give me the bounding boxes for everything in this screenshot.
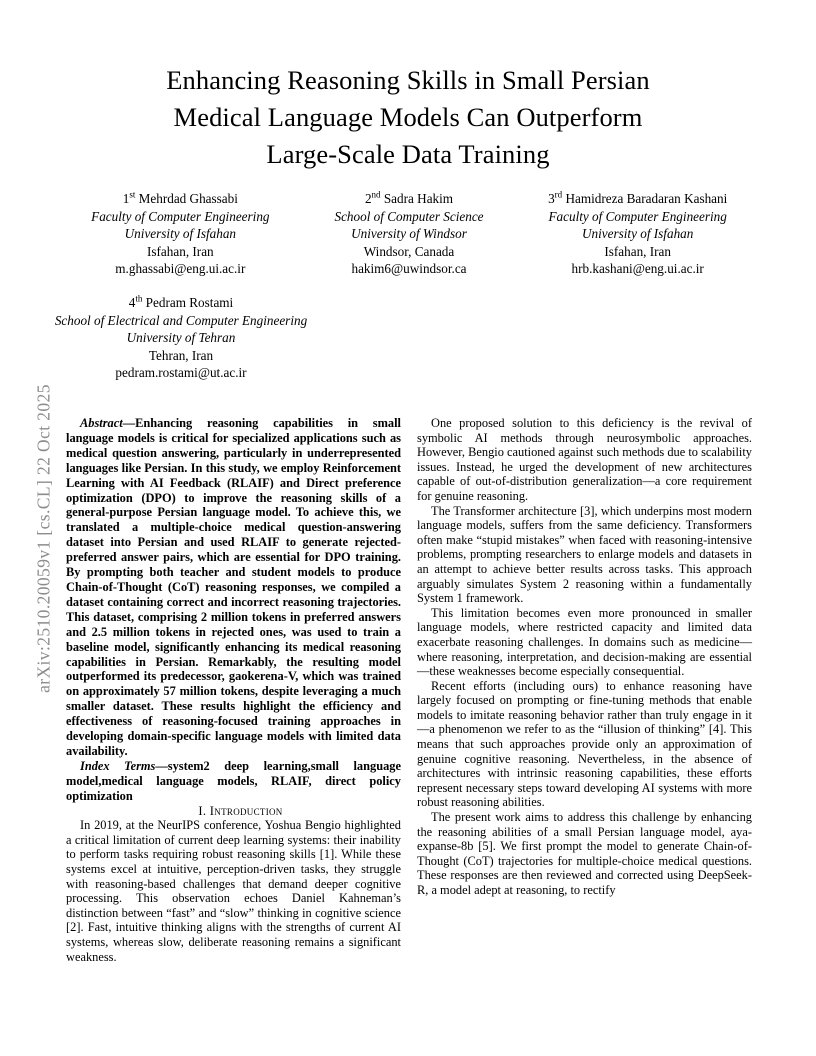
author-email-2: hakim6@uwindsor.ca [351, 261, 467, 276]
author-fullname-1: Mehrdad Ghassabi [138, 191, 238, 206]
author-location-1: Isfahan, Iran [147, 243, 214, 259]
author-dept-1: Faculty of Computer Engineering [91, 208, 270, 224]
author-block-4: 4th Pedram Rostami School of Electrical … [50, 294, 312, 382]
author-list-row-2: 4th Pedram Rostami School of Electrical … [55, 294, 307, 382]
author-name-3: 3rd Hamidreza Baradaran Kashani [523, 190, 752, 208]
body-paragraph: The Transformer architecture [3], which … [417, 503, 752, 606]
index-terms-body: system2 deep learning,small language mod… [66, 758, 401, 803]
body-paragraph: The present work aims to address this ch… [417, 810, 752, 897]
column-right: One proposed solution to this deficiency… [417, 416, 752, 898]
author-email-4: pedram.rostami@ut.ac.ir [115, 365, 247, 380]
author-ordinal-suffix-1: st [129, 189, 136, 200]
author-ordinal-2: 2 [364, 191, 372, 206]
author-univ-1: University of Isfahan [124, 226, 237, 241]
author-univ-3: University of Isfahan [582, 226, 694, 241]
body-paragraph: One proposed solution to this deficiency… [417, 416, 753, 503]
author-name-4: 4th Pedram Rostami [50, 294, 312, 312]
body-paragraph: This limitation becomes even more pronou… [417, 605, 752, 679]
author-univ-2: University of Windsor [351, 226, 467, 241]
author-location-3: Isfahan, Iran [604, 243, 671, 259]
author-name-1: 1st Mehrdad Ghassabi [66, 190, 295, 208]
author-univ-4: University of Tehran [126, 330, 236, 345]
author-fullname-4: Pedram Rostami [145, 295, 234, 310]
author-dept-4: School of Electrical and Computer Engine… [54, 312, 308, 328]
index-terms-dash: — [155, 758, 168, 773]
author-ordinal-suffix-3: rd [554, 189, 563, 200]
author-location-2: Windsor, Canada [363, 243, 455, 259]
author-block-1: 1st Mehrdad Ghassabi Faculty of Computer… [66, 190, 295, 278]
author-ordinal-suffix-4: th [135, 293, 143, 304]
author-ordinal-suffix-2: nd [371, 189, 381, 200]
author-email-1: m.ghassabi@eng.ui.ac.ir [115, 261, 246, 276]
author-email-3: hrb.kashani@eng.ui.ac.ir [571, 261, 704, 276]
author-name-2: 2nd Sadra Hakim [295, 190, 524, 208]
author-fullname-2: Sadra Hakim [383, 191, 454, 206]
abstract-label: Abstract [80, 416, 123, 430]
index-terms-paragraph: Index Terms—system2 deep learning,small … [66, 759, 401, 804]
column-left: Abstract—Enhancing reasoning capabilitie… [66, 416, 401, 964]
abstract-dash: — [122, 416, 136, 430]
author-block-2: 2nd Sadra Hakim School of Computer Scien… [295, 190, 524, 278]
title-line-2: Medical Language Models Can Outperform [173, 102, 643, 132]
title-line-1: Enhancing Reasoning Skills in Small Pers… [166, 65, 650, 95]
index-terms-label: Index Terms [80, 758, 156, 773]
author-ordinal-4: 4 [128, 295, 136, 310]
author-dept-3: Faculty of Computer Engineering [548, 208, 727, 224]
body-paragraph: Recent efforts (including ours) to enhan… [417, 678, 752, 810]
author-location-4: Tehran, Iran [148, 347, 214, 363]
author-ordinal-3: 3 [548, 191, 555, 206]
author-dept-2: School of Computer Science [334, 208, 484, 224]
author-block-3: 3rd Hamidreza Baradaran Kashani Faculty … [523, 190, 752, 278]
abstract-body: Enhancing reasoning capabilities in smal… [66, 416, 401, 758]
section-heading-introduction: I. Introduction [66, 804, 401, 819]
title-line-3: Large-Scale Data Training [266, 139, 550, 169]
author-fullname-3: Hamidreza Baradaran Kashani [565, 191, 728, 206]
body-paragraph: In 2019, at the NeurIPS conference, Yosh… [66, 818, 401, 964]
abstract-paragraph: Abstract—Enhancing reasoning capabilitie… [66, 416, 401, 759]
author-ordinal-1: 1 [122, 191, 130, 206]
section-title: Introduction [209, 803, 283, 818]
page-title: Enhancing Reasoning Skills in Small Pers… [108, 62, 708, 173]
section-numeral: I. [198, 803, 207, 818]
author-list-row-1: 1st Mehrdad Ghassabi Faculty of Computer… [66, 190, 752, 278]
